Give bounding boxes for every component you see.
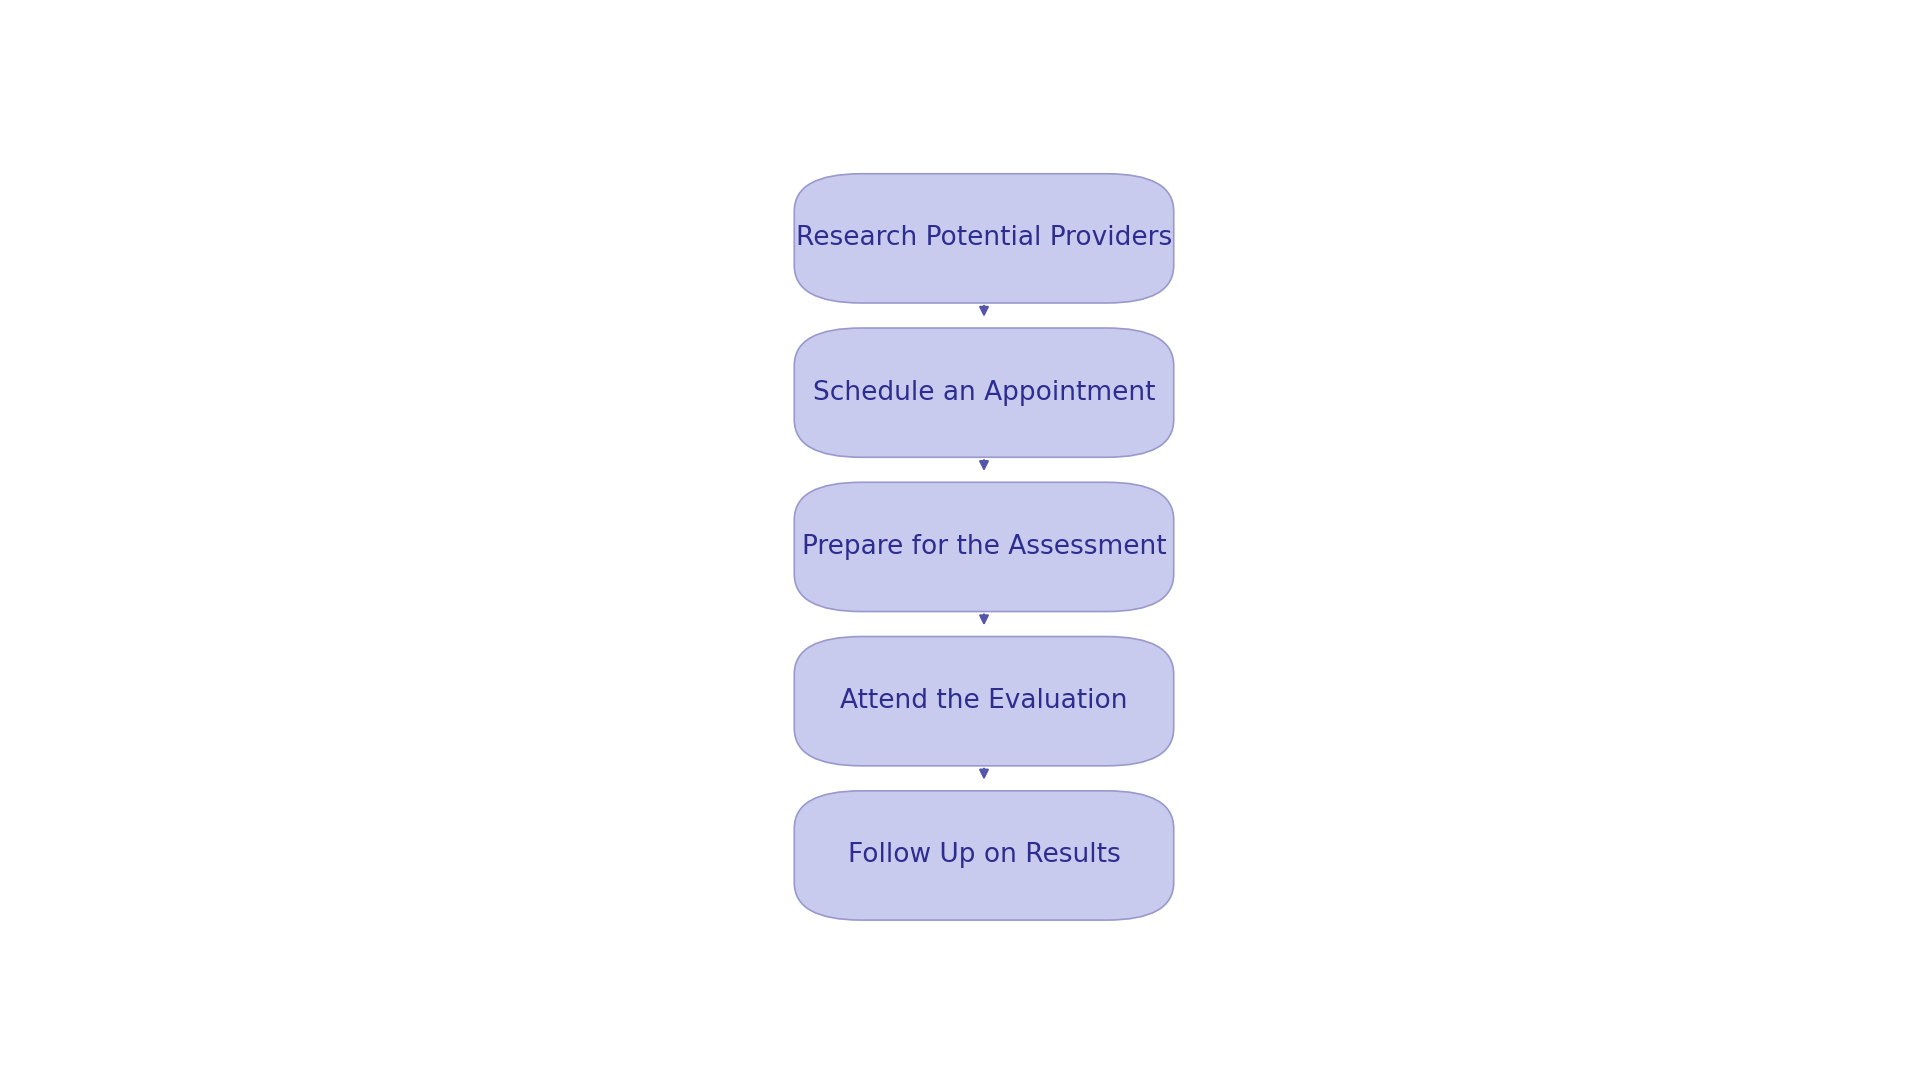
- Text: Follow Up on Results: Follow Up on Results: [847, 843, 1121, 869]
- FancyBboxPatch shape: [795, 637, 1173, 766]
- FancyBboxPatch shape: [795, 328, 1173, 457]
- FancyBboxPatch shape: [795, 791, 1173, 921]
- Text: Schedule an Appointment: Schedule an Appointment: [812, 380, 1156, 406]
- Text: Attend the Evaluation: Attend the Evaluation: [841, 688, 1127, 714]
- Text: Research Potential Providers: Research Potential Providers: [797, 225, 1171, 251]
- Text: Prepare for the Assessment: Prepare for the Assessment: [803, 534, 1165, 560]
- FancyBboxPatch shape: [795, 173, 1173, 303]
- FancyBboxPatch shape: [795, 482, 1173, 612]
